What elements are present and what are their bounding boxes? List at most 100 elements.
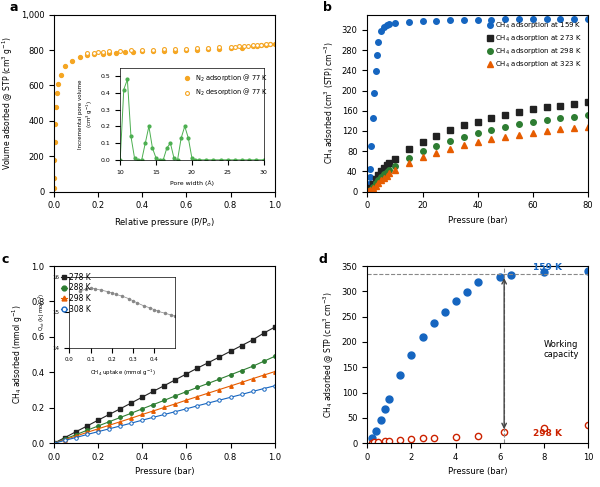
CH$_4$ adsorption at 298 K [405,155,412,161]
Y-axis label: CH$_4$ adsorbed @ STP (cm$^3$ cm$^{-3}$): CH$_4$ adsorbed @ STP (cm$^3$ cm$^{-3}$) [322,291,336,418]
CH$_4$ adsorption at 298 K [571,114,578,120]
CH$_4$ adsorption at 159 K [557,16,564,22]
N$_2$ adsorption @ 77 K [50,185,58,191]
CH$_4$ adsorption at 323 K [584,124,592,130]
CH$_4$ adsorption at 159 K [380,24,388,30]
N$_2$ desorption @ 77 K [227,44,234,50]
CH$_4$ adsorption at 323 K [502,133,509,139]
N$_2$ adsorption @ 77 K [172,48,179,54]
N$_2$ desorption @ 77 K [161,46,168,52]
CH$_4$ adsorption at 298 K [383,169,390,175]
N$_2$ desorption @ 77 K [245,43,252,49]
CH$_4$ adsorption at 323 K [391,167,398,173]
Line: CH$_4$ adsorption at 323 K: CH$_4$ adsorption at 323 K [365,124,591,194]
CH$_4$ adsorption at 273 K [502,112,509,118]
CH$_4$ adsorption at 273 K [515,109,523,114]
N$_2$ desorption @ 77 K [128,47,135,53]
CH$_4$ adsorption at 273 K [529,106,536,112]
CH$_4$ adsorption at 298 K [557,115,564,121]
CH$_4$ adsorption at 323 K [419,154,426,160]
Legend: N$_2$ adsorption @ 77 K, N$_2$ desorption @ 77 K: N$_2$ adsorption @ 77 K, N$_2$ desorptio… [181,70,271,101]
CH$_4$ adsorption at 273 K [386,160,393,166]
N$_2$ adsorption @ 77 K [77,54,84,60]
CH$_4$ adsorption at 159 K [391,20,398,26]
CH$_4$ adsorption at 298 K [529,119,536,125]
CH$_4$ adsorption at 273 K [380,166,388,171]
N$_2$ adsorption @ 77 K [139,49,146,55]
CH$_4$ adsorption at 159 K [419,18,426,23]
CH$_4$ adsorption at 298 K [367,187,374,192]
X-axis label: Pressure (bar): Pressure (bar) [448,216,508,225]
N$_2$ desorption @ 77 K [106,49,113,55]
CH$_4$ adsorption at 159 K [502,16,509,22]
N$_2$ adsorption @ 77 K [90,52,97,57]
CH$_4$ adsorption at 298 K [380,171,388,177]
CH$_4$ adsorption at 298 K [543,117,550,123]
N$_2$ adsorption @ 77 K [253,43,260,49]
N$_2$ adsorption @ 77 K [51,139,58,145]
N$_2$ adsorption @ 77 K [51,157,58,163]
CH$_4$ adsorption at 298 K [369,184,376,189]
Text: d: d [319,253,328,265]
Legend: 278 K, 288 K, 298 K, 308 K: 278 K, 288 K, 298 K, 308 K [58,270,94,317]
CH$_4$ adsorption at 323 K [515,131,523,137]
N$_2$ adsorption @ 77 K [271,41,278,47]
CH$_4$ adsorption at 273 K [557,103,564,109]
CH$_4$ adsorption at 298 K [365,188,373,194]
Y-axis label: CH$_4$ adsorbed (mmol g$^{-1}$): CH$_4$ adsorbed (mmol g$^{-1}$) [11,305,25,405]
CH$_4$ adsorption at 159 K [584,16,592,21]
N$_2$ desorption @ 77 K [194,45,201,51]
CH$_4$ adsorption at 323 K [365,188,372,194]
CH$_4$ adsorption at 159 K [446,17,454,23]
CH$_4$ adsorption at 273 K [488,115,495,121]
N$_2$ desorption @ 77 K [83,50,91,56]
CH$_4$ adsorption at 298 K [474,130,481,136]
N$_2$ adsorption @ 77 K [52,121,59,127]
Text: 159 K: 159 K [533,262,562,272]
CH$_4$ adsorption at 323 K [386,170,393,176]
CH$_4$ adsorption at 159 K [373,52,380,58]
N$_2$ adsorption @ 77 K [50,175,58,181]
N$_2$ adsorption @ 77 K [249,43,256,49]
CH$_4$ adsorption at 273 K [367,185,374,191]
CH$_4$ adsorption at 298 K [584,112,592,118]
CH$_4$ adsorption at 159 K [365,185,372,190]
CH$_4$ adsorption at 159 K [367,166,374,172]
N$_2$ adsorption @ 77 K [130,49,137,55]
CH$_4$ adsorption at 159 K [571,16,578,22]
CH$_4$ adsorption at 298 K [375,177,382,183]
CH$_4$ adsorption at 323 K [367,187,374,193]
Text: 298 K: 298 K [533,429,562,438]
CH$_4$ adsorption at 298 K [446,138,454,144]
CH$_4$ adsorption at 323 K [375,180,382,186]
CH$_4$ adsorption at 323 K [433,150,440,156]
N$_2$ adsorption @ 77 K [216,46,223,52]
CH$_4$ adsorption at 273 K [419,139,426,145]
N$_2$ adsorption @ 77 K [99,51,106,56]
CH$_4$ adsorption at 159 K [474,17,481,22]
CH$_4$ adsorption at 298 K [488,127,495,133]
CH$_4$ adsorption at 323 K [383,172,390,178]
N$_2$ adsorption @ 77 K [68,58,75,64]
CH$_4$ adsorption at 298 K [460,133,467,139]
CH$_4$ adsorption at 323 K [380,175,388,181]
N$_2$ adsorption @ 77 K [106,50,113,56]
N$_2$ adsorption @ 77 K [54,90,61,95]
N$_2$ desorption @ 77 K [183,46,190,52]
X-axis label: Pressure (bar): Pressure (bar) [448,468,508,476]
N$_2$ desorption @ 77 K [116,48,124,54]
N$_2$ adsorption @ 77 K [61,63,68,69]
N$_2$ adsorption @ 77 K [53,104,60,110]
N$_2$ desorption @ 77 K [95,49,102,55]
Line: N$_2$ desorption @ 77 K: N$_2$ desorption @ 77 K [85,42,272,55]
N$_2$ adsorption @ 77 K [121,49,128,55]
CH$_4$ adsorption at 298 K [433,143,440,149]
CH$_4$ adsorption at 323 K [377,177,385,183]
CH$_4$ adsorption at 323 K [529,130,536,135]
N$_2$ desorption @ 77 K [236,43,243,49]
CH$_4$ adsorption at 273 K [405,146,412,152]
N$_2$ desorption @ 77 K [232,44,239,50]
CH$_4$ adsorption at 273 K [474,119,481,125]
CH$_4$ adsorption at 159 K [405,19,412,25]
CH$_4$ adsorption at 273 K [391,156,398,162]
